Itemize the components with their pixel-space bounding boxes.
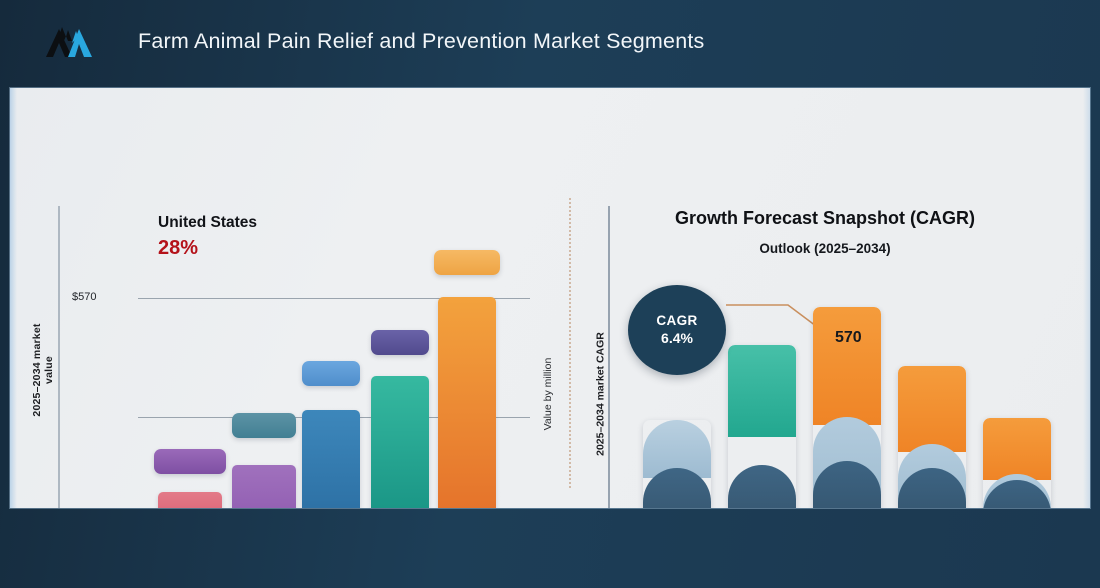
bar-2026[interactable] — [302, 410, 360, 508]
charts-panel: 2025–2034 market value Value by million … — [10, 88, 1090, 508]
bar-cap-2024 — [434, 250, 500, 275]
cagr-bubble-value: 6.4% — [661, 329, 693, 346]
segment-base-2033 — [813, 461, 881, 508]
panel-divider — [569, 198, 571, 488]
page-title: Farm Animal Pain Relief and Prevention M… — [138, 28, 705, 53]
segment-top-2031 — [728, 345, 796, 437]
left-chart-y-axis-label: 2025–2034 market value — [31, 323, 55, 417]
right-chart-title: Growth Forecast Snapshot (CAGR) — [674, 208, 975, 228]
page-footer: @ All Market Analysis Snapshot GlobalFar… — [0, 508, 1100, 588]
right-chart: 2025–2034 market CAGR Growth Forecast Sn… — [560, 88, 1090, 508]
bar-cap-2025 — [371, 330, 429, 355]
stacked-bar-2029[interactable] — [898, 366, 966, 508]
page-header: Farm Animal Pain Relief and Prevention M… — [0, 0, 1100, 82]
stacked-bar-2025[interactable] — [643, 420, 711, 508]
segment-top-2027 — [983, 418, 1051, 480]
cagr-bubble-label: CAGR — [656, 312, 698, 328]
bar-2[interactable] — [232, 465, 296, 508]
callout-value-570: 570 — [835, 329, 862, 346]
bar-cap-2033 — [154, 449, 226, 474]
bar-cap-2 — [232, 413, 296, 438]
bar-2024[interactable] — [438, 297, 496, 508]
stacked-bar-2031[interactable] — [728, 345, 796, 508]
y-tick-570: $570 — [72, 291, 97, 303]
left-chart-heading: United States — [158, 214, 258, 231]
stacked-bar-2033[interactable] — [813, 307, 881, 508]
cagr-bubble: CAGR 6.4% — [628, 285, 726, 375]
segment-top-2033 — [813, 307, 881, 425]
segment-top-2029 — [898, 366, 966, 452]
left-chart-y-axis — [58, 206, 60, 508]
right-chart-subtitle: Outlook (2025–2034) — [759, 241, 891, 256]
right-chart-y-axis — [608, 206, 610, 508]
right-chart-y-axis-label: 2025–2034 market CAGR — [594, 332, 607, 456]
stacked-bar-2027[interactable] — [983, 418, 1051, 508]
left-chart-kpi-value: 28% — [158, 237, 199, 259]
left-chart: 2025–2034 market value Value by million … — [10, 88, 560, 508]
ama-mountain-logo-icon — [46, 27, 92, 57]
gridline-570 — [138, 298, 530, 299]
bar-2025[interactable] — [371, 376, 429, 508]
left-chart-right-axis-label: Value by million — [542, 357, 554, 431]
bar-2033[interactable] — [158, 492, 222, 508]
bar-cap-2026 — [302, 361, 360, 386]
